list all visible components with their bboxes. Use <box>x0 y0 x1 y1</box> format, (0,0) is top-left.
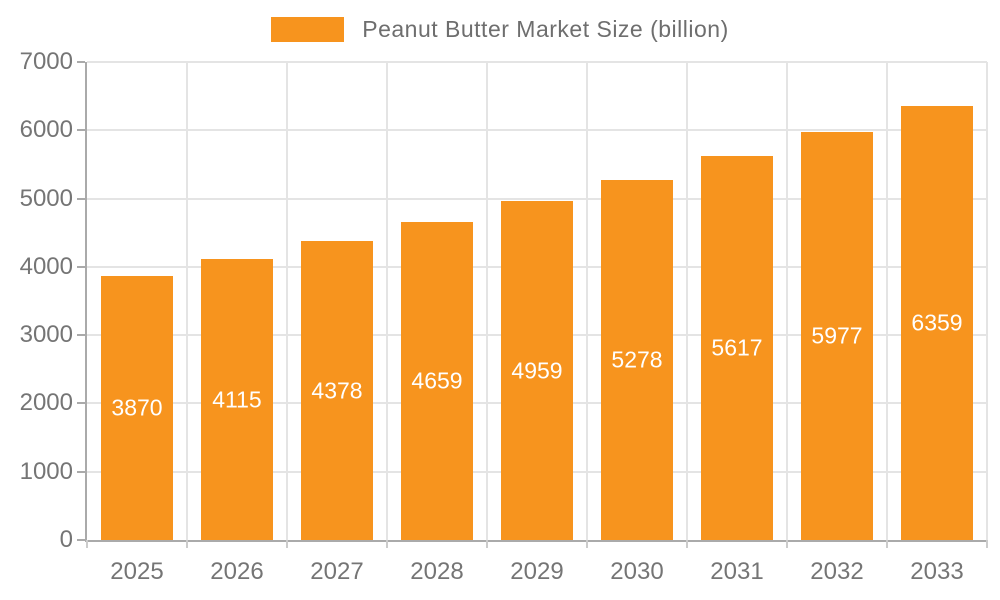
y-axis-label: 4000 <box>19 252 73 280</box>
x-axis-tick <box>486 540 488 548</box>
bar <box>201 259 273 540</box>
x-axis-tick <box>886 540 888 548</box>
gridline-vertical <box>286 62 288 540</box>
x-axis-label: 2032 <box>810 558 864 585</box>
x-axis-tick <box>986 540 988 548</box>
x-axis-tick <box>186 540 188 548</box>
x-axis-label: 2026 <box>210 558 264 585</box>
y-axis-label: 0 <box>59 526 73 553</box>
y-axis-label: 7000 <box>19 48 73 75</box>
bar <box>901 105 973 540</box>
bar <box>501 201 573 540</box>
x-axis-label: 2033 <box>910 558 964 585</box>
x-axis-tick <box>586 540 588 548</box>
y-axis-label: 1000 <box>19 457 73 485</box>
gridline-horizontal <box>87 129 987 132</box>
bar-value-label: 5278 <box>611 346 663 373</box>
y-axis-tick <box>77 539 85 541</box>
y-axis-tick <box>77 129 85 132</box>
bar <box>801 131 873 540</box>
y-axis-tick <box>77 402 85 405</box>
bar <box>401 221 473 540</box>
x-axis-tick <box>386 540 388 548</box>
legend-label: Peanut Butter Market Size (billion) <box>362 16 729 42</box>
gridline-vertical <box>586 62 588 540</box>
bar-value-label: 4378 <box>311 377 363 404</box>
bar <box>701 156 773 540</box>
legend-swatch-icon <box>271 17 345 42</box>
gridline-vertical <box>786 62 788 540</box>
x-axis-tick <box>686 540 688 548</box>
gridline-vertical <box>686 62 688 540</box>
x-axis-tick <box>786 540 788 548</box>
x-axis-label: 2031 <box>710 558 764 585</box>
gridline-horizontal <box>87 61 987 63</box>
x-axis-label: 2027 <box>310 558 364 585</box>
gridline-vertical <box>986 62 988 540</box>
y-axis-label: 6000 <box>19 116 73 144</box>
bar-value-label: 3870 <box>111 394 163 421</box>
gridline-vertical <box>486 62 488 540</box>
bar-value-label: 4659 <box>411 367 463 394</box>
bar-value-label: 6359 <box>911 309 963 336</box>
bar-value-label: 4959 <box>511 357 563 384</box>
gridline-vertical <box>886 62 888 540</box>
plot-area: 0 1000 2000 3000 4000 5000 6000 7000 3870 2025 411… <box>20 48 988 585</box>
y-axis-label: 3000 <box>19 321 73 349</box>
y-axis-tick <box>77 334 85 337</box>
x-axis-tick <box>86 540 88 548</box>
x-axis-label: 2025 <box>110 558 164 585</box>
gridline-horizontal <box>87 197 987 200</box>
y-axis-tick <box>77 470 85 473</box>
y-axis-tick <box>77 61 85 63</box>
x-axis-label: 2030 <box>610 558 664 585</box>
y-axis-label: 5000 <box>19 184 73 212</box>
gridline-vertical <box>386 62 388 540</box>
x-axis-label: 2029 <box>510 558 564 585</box>
y-axis-label: 2000 <box>19 389 73 417</box>
y-axis-tick <box>77 265 85 268</box>
x-axis-label: 2028 <box>410 558 464 585</box>
bar-value-label: 5977 <box>811 322 863 349</box>
x-axis-tick <box>286 540 288 548</box>
gridline-vertical <box>186 62 188 540</box>
chart-legend: Peanut Butter Market Size (billion) <box>0 16 1000 43</box>
bar-value-label: 5617 <box>711 334 763 361</box>
y-axis-tick <box>77 197 85 200</box>
bar <box>301 241 373 540</box>
bar <box>101 275 173 540</box>
bar-value-label: 4115 <box>212 386 262 412</box>
bar <box>601 179 673 540</box>
